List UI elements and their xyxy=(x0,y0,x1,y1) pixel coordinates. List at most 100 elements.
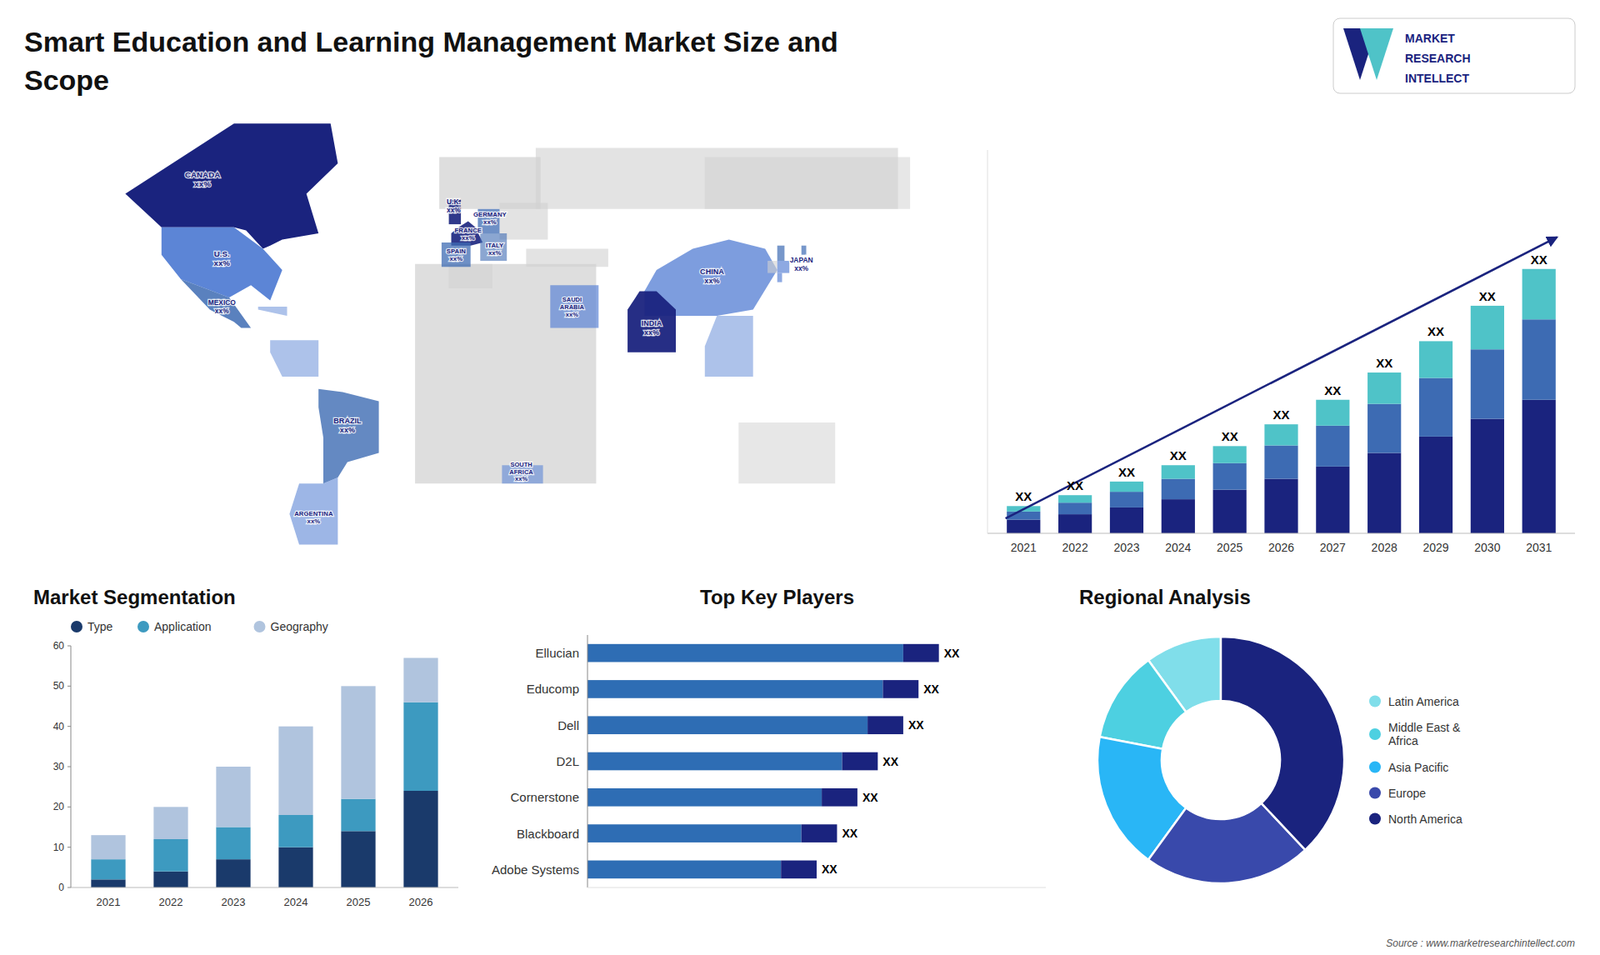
bar-segment xyxy=(403,702,438,791)
text-line: ARGENTINA xyxy=(294,509,334,517)
y-axis-line xyxy=(587,635,589,888)
x-tick-label: 2026 xyxy=(1268,540,1295,555)
background xyxy=(0,0,1600,955)
text-line: ARABIA xyxy=(560,302,585,310)
plot-area xyxy=(1005,237,1558,534)
source-text: Source : www.marketresearchintellect.com xyxy=(1385,937,1575,950)
y-tick xyxy=(67,725,71,727)
bar-segment xyxy=(801,824,838,843)
bar-segment xyxy=(1213,490,1247,534)
bar-segment xyxy=(1522,269,1556,320)
x-tick-label: 2023 xyxy=(221,895,246,909)
bar-segment xyxy=(90,879,125,888)
legend-label: Latin America xyxy=(1388,695,1460,709)
bar-segment xyxy=(1264,424,1298,445)
bar-annotation: XX xyxy=(923,682,940,696)
map-label: CHINAxx% xyxy=(700,267,725,285)
bar-segment xyxy=(1006,520,1040,534)
bar-segment xyxy=(780,860,817,880)
y-tick-label: Dell xyxy=(557,718,580,733)
x-tick-label: 2021 xyxy=(96,895,121,909)
map-region xyxy=(627,291,676,353)
text-line: xx% xyxy=(483,218,497,226)
map-region xyxy=(550,285,599,328)
bar-segment xyxy=(1315,425,1350,467)
map-region xyxy=(180,279,251,329)
legend-item: Type xyxy=(70,620,114,634)
bar-segment xyxy=(90,835,125,860)
map-region xyxy=(318,389,379,485)
map-region xyxy=(270,340,319,377)
bar-annotation: XX xyxy=(1324,383,1341,398)
legend-marker xyxy=(70,620,83,633)
legend-label: Middle East &Africa xyxy=(1388,720,1461,749)
bar-segment xyxy=(1264,479,1298,534)
bar-segment xyxy=(1367,453,1401,534)
legend-item: Application xyxy=(137,620,212,634)
x-tick-label: 2022 xyxy=(1062,540,1089,555)
map-label: U.K.xx% xyxy=(446,197,461,215)
bar-segment xyxy=(1367,404,1401,454)
bar-segment xyxy=(1419,436,1453,534)
map-region xyxy=(258,306,288,316)
map-region xyxy=(767,260,778,274)
map-region xyxy=(415,264,596,485)
bar-annotation: XX xyxy=(1272,407,1290,422)
map-label: ARGENTINAxx% xyxy=(294,509,334,525)
bar-segment xyxy=(867,715,904,735)
bar-segment xyxy=(903,644,940,663)
legend-marker xyxy=(1369,761,1381,774)
text-line: CANADA xyxy=(185,169,220,179)
x-tick-label: 2025 xyxy=(1216,540,1243,555)
bar-annotation: XX xyxy=(1375,355,1393,370)
legend-marker xyxy=(1369,787,1381,800)
y-tick-label: D2L xyxy=(555,754,580,769)
map-label: ITALYxx% xyxy=(485,240,505,256)
infographic: Smart Education and Learning Management … xyxy=(0,0,1600,955)
logo: MARKETRESEARCHINTELLECT xyxy=(1333,18,1575,94)
bar-segment xyxy=(587,824,802,843)
map-label: FRANCExx% xyxy=(455,225,483,241)
text-line: Asia Pacific xyxy=(1388,760,1449,775)
x-tick-label: 2024 xyxy=(284,895,309,909)
x-tick-label: 2024 xyxy=(1165,540,1191,555)
x-tick-label: 2026 xyxy=(409,895,434,909)
y-tick-label: 20 xyxy=(53,800,65,813)
bar-annotation: XX xyxy=(944,646,960,660)
bar-segment xyxy=(587,860,781,880)
x-tick-label: 2027 xyxy=(1320,540,1346,555)
bar-segment xyxy=(340,799,375,832)
chart: Market Segmentation202120222023202420252… xyxy=(33,585,459,909)
text-line: CHINA xyxy=(700,267,725,276)
text-line: FRANCE xyxy=(455,225,483,234)
y-tick-label: 40 xyxy=(53,720,65,733)
bar-annotation: XX xyxy=(821,862,838,876)
x-tick-label: 2021 xyxy=(1010,540,1037,555)
map-region xyxy=(705,315,754,377)
legend-item: Latin America xyxy=(1369,695,1460,709)
bar-annotation: XX xyxy=(1427,324,1445,339)
bar-segment xyxy=(153,806,188,840)
y-tick-label: Blackboard xyxy=(516,826,580,841)
bar-annotation: XX xyxy=(1118,465,1135,480)
bar-segment xyxy=(1522,400,1556,534)
legend-label: Europe xyxy=(1388,786,1426,800)
text-line: xx% xyxy=(446,205,461,215)
bar-segment xyxy=(215,827,250,860)
text-line: xx% xyxy=(565,310,579,318)
bar-segment xyxy=(1315,400,1350,426)
bar-annotation: XX xyxy=(1015,489,1032,504)
map-region xyxy=(705,157,910,210)
map-label: GERMANYxx% xyxy=(473,210,508,226)
bar-segment xyxy=(215,859,250,888)
text-line: xx% xyxy=(515,475,528,483)
x-tick-label: 2023 xyxy=(1113,540,1140,555)
bar-segment xyxy=(1110,491,1144,508)
bar-annotation: XX xyxy=(908,718,925,732)
map-region xyxy=(449,264,493,289)
x-tick-label: 2022 xyxy=(159,895,184,909)
map-region xyxy=(738,422,835,484)
chart-title: Regional Analysis xyxy=(1079,585,1251,609)
y-tick xyxy=(67,846,71,848)
map-region xyxy=(777,245,785,261)
